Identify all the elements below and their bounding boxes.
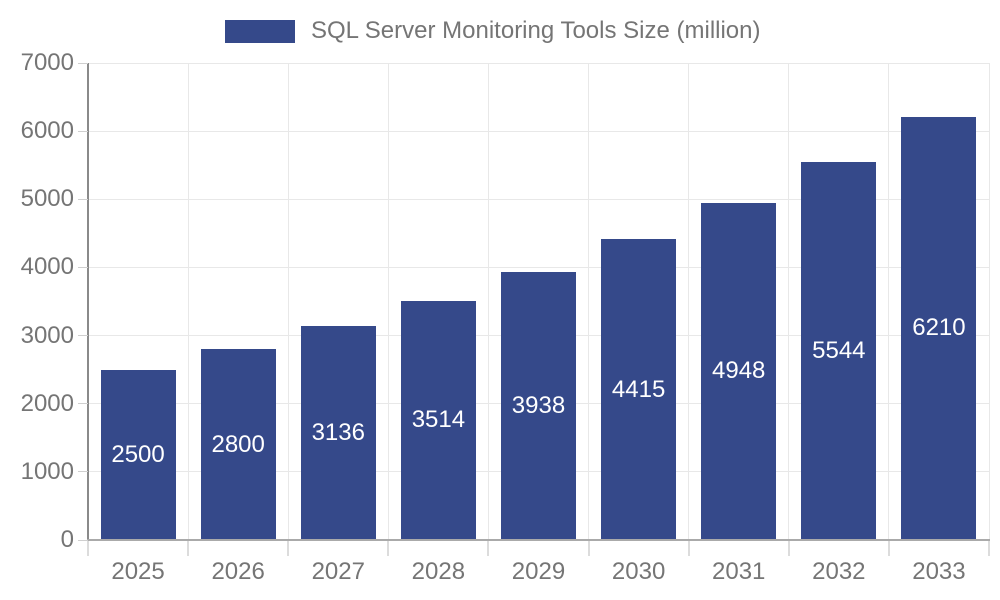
v-gridline [988, 63, 990, 540]
legend-swatch [225, 19, 295, 43]
bar[interactable]: 3938 [500, 271, 577, 540]
bar-value-label: 3514 [411, 406, 466, 434]
x-axis-tick-label: 2031 [712, 558, 766, 585]
chart-legend[interactable]: SQL Server Monitoring Tools Size (millio… [225, 17, 761, 45]
bar-value-label: 2500 [111, 440, 165, 468]
y-axis-tick-label: 3000 [20, 321, 74, 349]
x-axis-tick-label: 2030 [611, 558, 666, 585]
bar-value-label: 5544 [812, 337, 866, 365]
h-gridline [88, 198, 989, 200]
y-axis-tick-label: 2000 [20, 389, 74, 417]
bar-value-label: 4415 [611, 375, 666, 403]
v-gridline [688, 63, 690, 540]
v-gridline [788, 63, 790, 540]
y-axis-tick-label: 1000 [20, 457, 74, 485]
y-axis-tick [78, 130, 88, 132]
x-axis-tick-label: 2028 [411, 558, 466, 585]
x-axis-tick-label: 2026 [211, 558, 265, 585]
x-axis-tick-label: 2027 [311, 558, 365, 585]
bar[interactable]: 2500 [100, 369, 176, 540]
x-axis-tick-label: 2033 [912, 558, 966, 585]
x-axis-tick [387, 541, 390, 556]
y-axis-tick-label: 7000 [20, 49, 74, 76]
x-axis-tick [988, 541, 990, 556]
y-axis-tick-label: 5000 [20, 185, 74, 213]
bar[interactable]: 2800 [200, 349, 276, 540]
x-axis-line [87, 539, 990, 541]
y-axis-tick [78, 471, 88, 473]
bar-value-label: 3938 [511, 391, 566, 419]
bar[interactable]: 4948 [701, 202, 777, 540]
bar[interactable]: 3136 [300, 326, 376, 540]
v-gridline [287, 63, 289, 540]
y-axis-tick [78, 335, 88, 337]
bar[interactable]: 4415 [601, 239, 677, 540]
bar[interactable]: 6210 [901, 116, 977, 540]
x-axis-tick [887, 541, 890, 556]
v-gridline [387, 63, 389, 540]
x-axis-tick [187, 541, 190, 556]
x-axis-tick-label: 2032 [812, 558, 866, 585]
h-gridline [88, 266, 989, 268]
y-axis-tick-label: 6000 [20, 117, 74, 145]
x-axis-tick [287, 541, 290, 556]
x-axis-tick-label: 2025 [111, 558, 165, 585]
bar-value-label: 3136 [311, 419, 365, 447]
x-axis-tick-label: 2029 [511, 558, 566, 585]
v-gridline [888, 63, 890, 540]
x-axis-tick [587, 541, 590, 556]
bar[interactable]: 5544 [801, 162, 877, 540]
legend-label: SQL Server Monitoring Tools Size (millio… [311, 17, 761, 44]
x-axis-tick [687, 541, 690, 556]
v-gridline [487, 63, 489, 540]
x-axis-tick [487, 541, 490, 556]
x-axis-tick [87, 541, 89, 556]
y-axis-line [87, 63, 89, 540]
plot-area: 2500 2800 3136 3514 3938 4415 4948 5544 6210 [88, 62, 990, 540]
y-axis-tick-label: 0 [60, 526, 74, 553]
v-gridline [588, 63, 590, 540]
y-axis-tick [78, 539, 88, 541]
bar-value-label: 6210 [912, 314, 966, 342]
y-axis-tick [78, 266, 88, 268]
bar[interactable]: 3514 [400, 300, 476, 540]
y-axis-tick [78, 62, 88, 64]
h-gridline [88, 130, 989, 132]
y-axis-tick [78, 403, 88, 405]
bar-value-label: 4948 [712, 357, 766, 385]
y-axis-tick [78, 198, 88, 200]
y-axis-tick-label: 4000 [20, 253, 74, 281]
h-gridline [88, 62, 989, 64]
bar-value-label: 2800 [211, 430, 265, 458]
x-axis-tick [787, 541, 790, 556]
v-gridline [187, 63, 189, 540]
